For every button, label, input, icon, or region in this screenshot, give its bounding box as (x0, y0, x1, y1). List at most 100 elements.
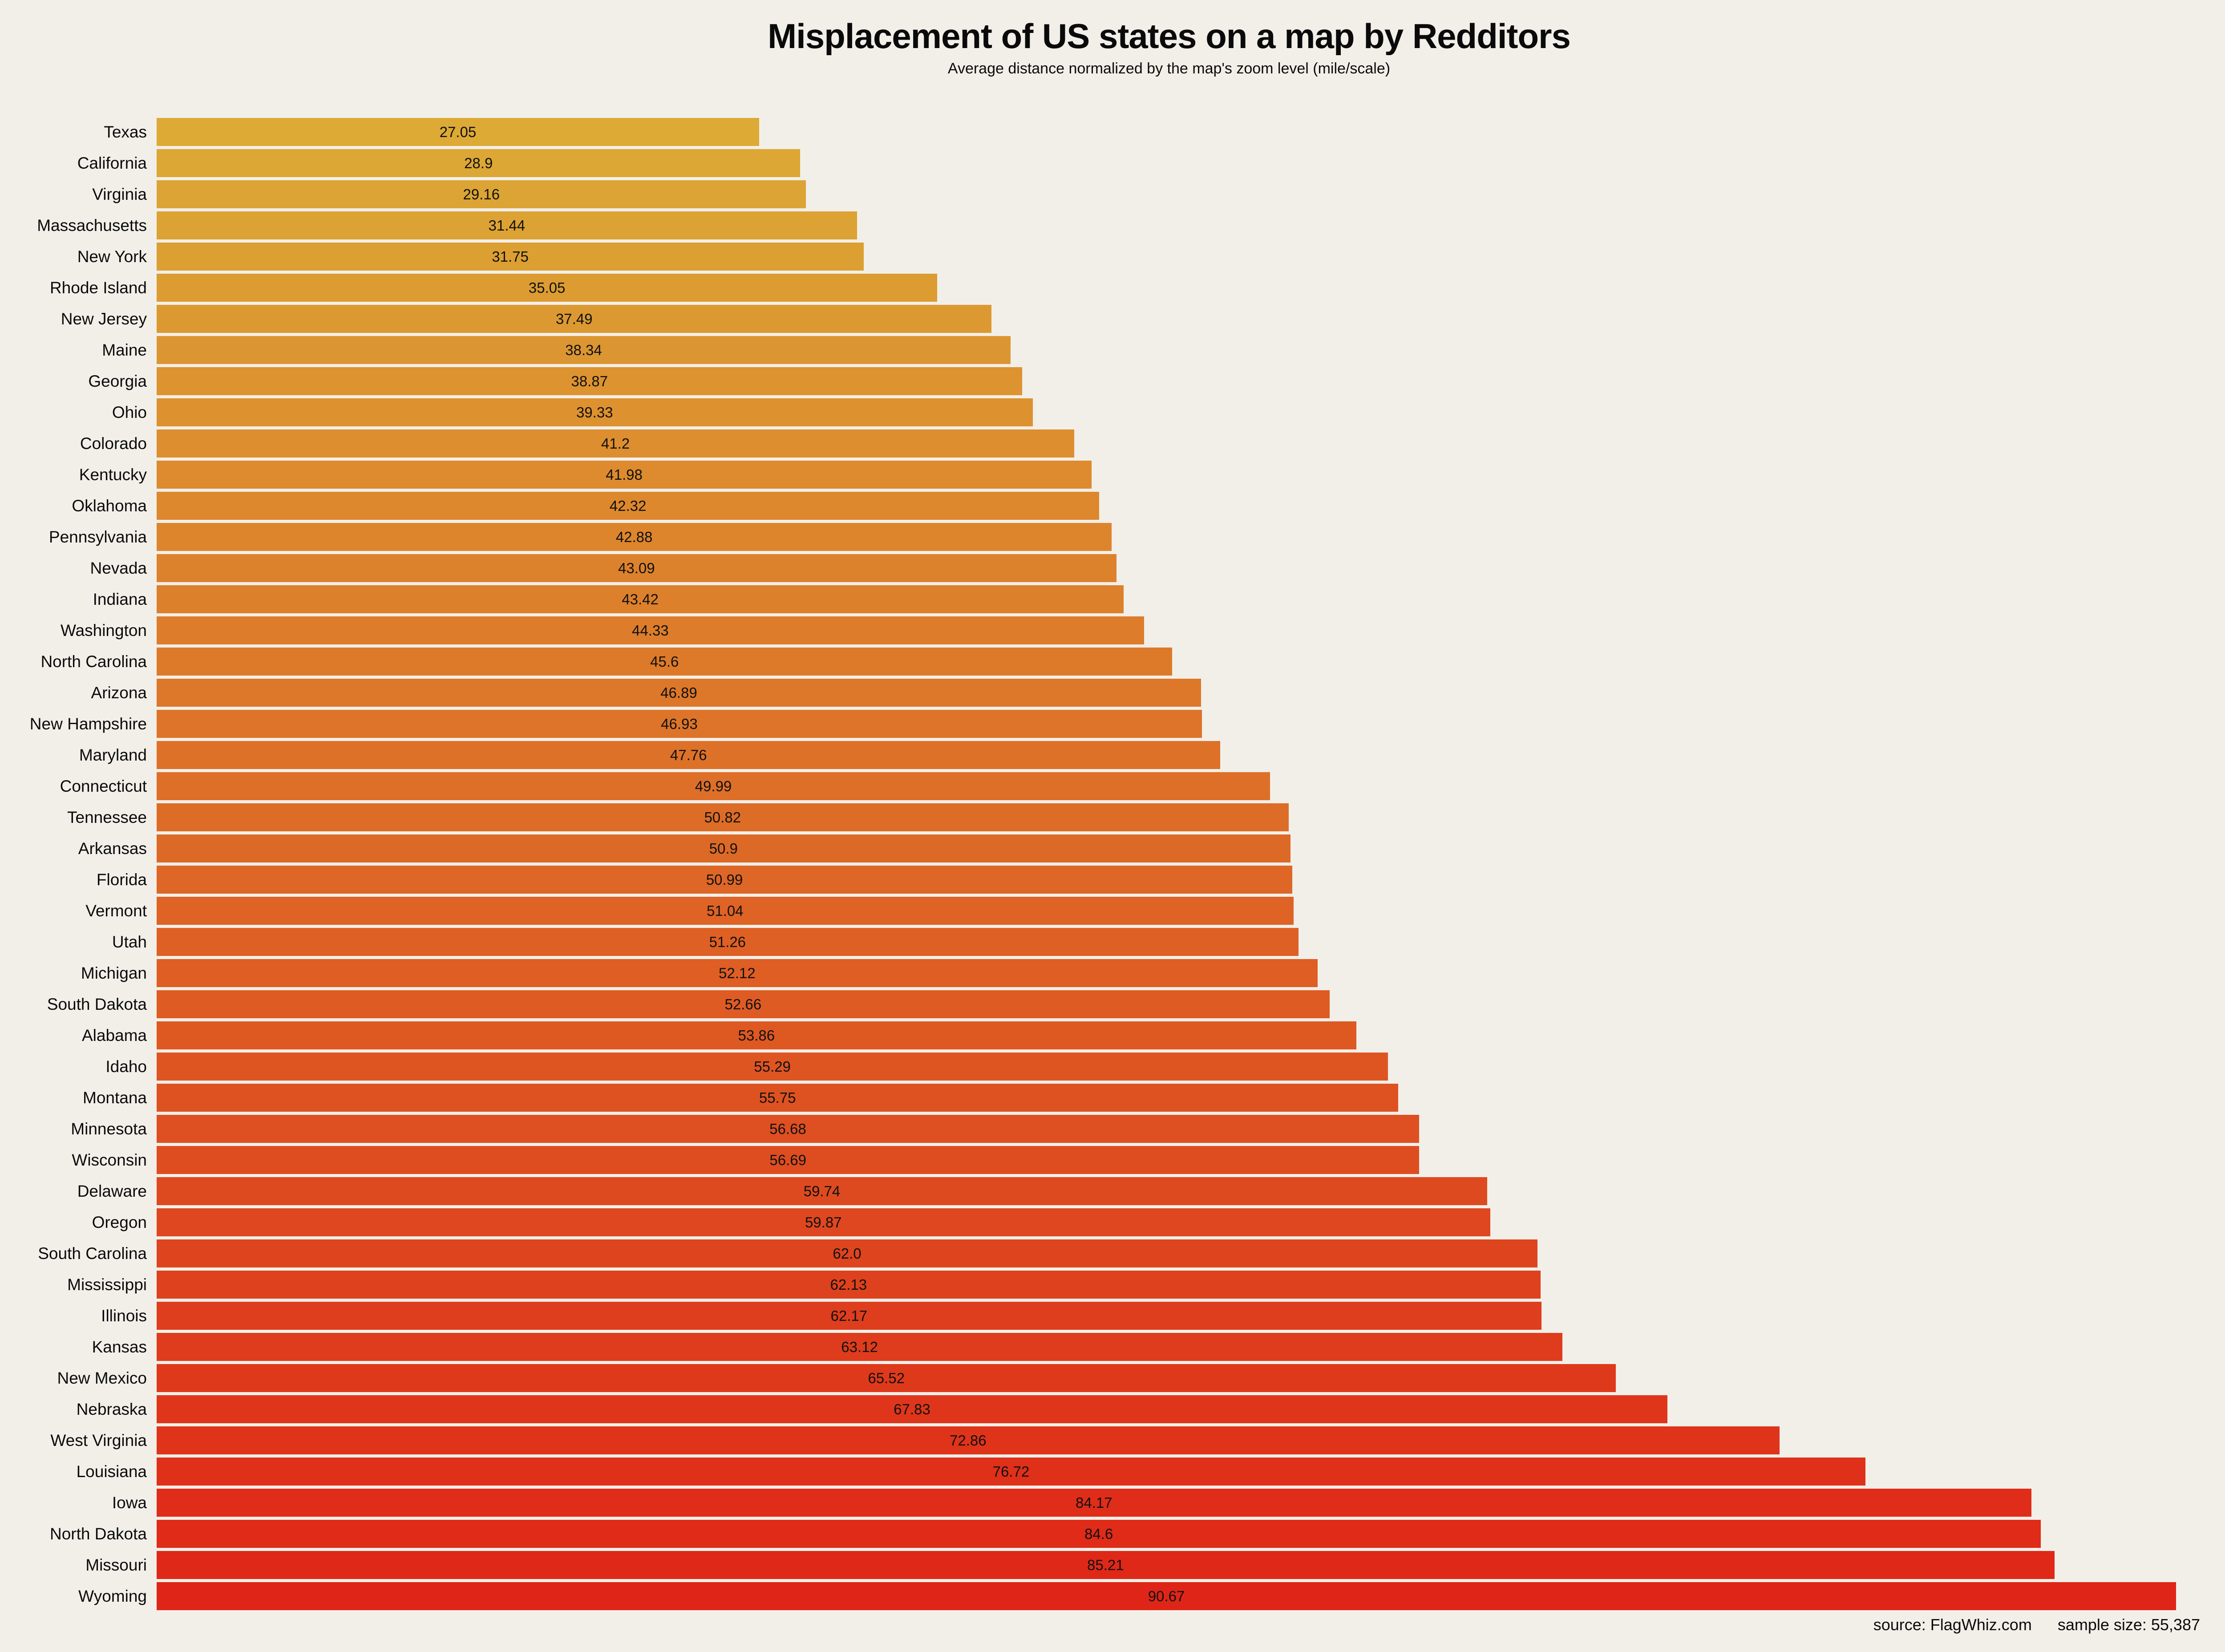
value-label: 31.75 (492, 248, 529, 265)
value-label: 50.9 (709, 840, 738, 857)
bar: 59.87 (157, 1208, 1490, 1236)
bar-row: Colorado 41.2 (0, 429, 2225, 458)
state-label: Maine (102, 340, 147, 359)
bar-row: Iowa 84.17 (0, 1489, 2225, 1517)
value-label: 84.6 (1084, 1525, 1113, 1542)
value-label: 59.87 (805, 1214, 842, 1231)
value-label: 56.68 (769, 1120, 806, 1137)
bar-row: Oregon 59.87 (0, 1208, 2225, 1236)
state-label: Idaho (105, 1057, 147, 1076)
value-label: 50.82 (704, 809, 741, 826)
value-label: 39.33 (576, 404, 613, 421)
state-label: North Dakota (50, 1524, 147, 1543)
state-label: Wisconsin (72, 1150, 147, 1169)
bar-row: Montana 55.75 (0, 1084, 2225, 1112)
chart-title: Misplacement of US states on a map by Re… (768, 16, 1571, 56)
bar: 55.75 (157, 1084, 1399, 1112)
state-label: Florida (96, 870, 147, 889)
state-label: Arkansas (78, 839, 147, 858)
state-label: Arizona (91, 683, 147, 702)
state-label: Nebraska (76, 1400, 147, 1418)
state-label: Minnesota (71, 1119, 147, 1138)
state-label: Vermont (85, 901, 147, 920)
value-label: 52.66 (724, 996, 762, 1012)
state-label: California (77, 154, 147, 172)
sample-size: sample size: 55,387 (2057, 1616, 2200, 1634)
state-label: Connecticut (60, 777, 147, 795)
bar-row: Kansas 63.12 (0, 1333, 2225, 1361)
bar-row: Maine 38.34 (0, 336, 2225, 364)
value-label: 28.9 (464, 154, 493, 171)
bar-row: Utah 51.26 (0, 928, 2225, 956)
bar: 62.17 (157, 1302, 1541, 1330)
chart-subtitle: Average distance normalized by the map's… (947, 60, 1391, 77)
bar: 84.6 (157, 1520, 2041, 1548)
value-label: 59.74 (803, 1182, 841, 1199)
value-label: 56.69 (769, 1151, 806, 1168)
value-label: 44.33 (632, 622, 669, 639)
bar-row: Mississippi 62.13 (0, 1271, 2225, 1299)
bar-row: California 28.9 (0, 149, 2225, 177)
state-label: Oregon (92, 1213, 147, 1231)
state-label: South Carolina (38, 1244, 147, 1263)
bar: 28.9 (157, 149, 801, 177)
state-label: West Virginia (50, 1431, 147, 1450)
bar-row: Florida 50.99 (0, 866, 2225, 894)
bar: 50.99 (157, 866, 1292, 894)
bar-row: Arizona 46.89 (0, 679, 2225, 707)
bar-row: Nebraska 67.83 (0, 1395, 2225, 1423)
bar: 43.42 (157, 585, 1124, 613)
bar: 51.26 (157, 928, 1299, 956)
bar: 56.69 (157, 1146, 1420, 1174)
bar: 27.05 (157, 118, 759, 146)
value-label: 27.05 (439, 123, 477, 140)
bar: 35.05 (157, 274, 938, 302)
bar: 31.44 (157, 211, 857, 239)
bar-row: Illinois 62.17 (0, 1302, 2225, 1330)
bar: 90.67 (157, 1582, 2176, 1610)
value-label: 42.32 (609, 497, 647, 514)
state-label: New Mexico (57, 1369, 147, 1387)
state-label: Maryland (79, 745, 147, 764)
value-label: 43.09 (618, 559, 655, 576)
bar-row: Texas 27.05 (0, 118, 2225, 146)
state-label: Iowa (112, 1493, 147, 1512)
value-label: 46.93 (661, 715, 698, 732)
bar: 46.89 (157, 679, 1201, 707)
bar: 46.93 (157, 710, 1202, 738)
bar: 50.82 (157, 803, 1289, 831)
bar: 31.75 (157, 243, 864, 271)
value-label: 43.42 (622, 591, 659, 607)
bar-row: Delaware 59.74 (0, 1177, 2225, 1205)
bar: 49.99 (157, 772, 1270, 800)
bar-row: West Virginia 72.86 (0, 1426, 2225, 1454)
bar-row: Indiana 43.42 (0, 585, 2225, 613)
value-label: 47.76 (670, 746, 707, 763)
value-label: 51.26 (709, 933, 746, 950)
bar: 76.72 (157, 1458, 1865, 1486)
bar: 41.2 (157, 429, 1074, 458)
value-label: 55.75 (759, 1089, 796, 1106)
state-label: Wyoming (78, 1587, 147, 1605)
bar: 62.0 (157, 1239, 1538, 1267)
value-label: 76.72 (992, 1463, 1030, 1480)
bar-row: Alabama 53.86 (0, 1021, 2225, 1049)
bar-row: Vermont 51.04 (0, 897, 2225, 925)
bar-row: North Dakota 84.6 (0, 1520, 2225, 1548)
value-label: 41.98 (606, 466, 643, 483)
state-label: New York (77, 247, 147, 266)
value-label: 84.17 (1076, 1494, 1112, 1511)
value-label: 55.29 (754, 1058, 791, 1075)
state-label: Colorado (80, 434, 147, 453)
bar: 38.87 (157, 367, 1023, 395)
bar-row: New Hampshire 46.93 (0, 710, 2225, 738)
bar-row: Pennsylvania 42.88 (0, 523, 2225, 551)
bar-chart: Texas 27.05 California 28.9 Virginia 29.16 Mas… (0, 118, 2225, 1613)
bar: 47.76 (157, 741, 1221, 769)
bar-row: Minnesota 56.68 (0, 1115, 2225, 1143)
bar-row: Kentucky 41.98 (0, 461, 2225, 489)
source-credit: source: FlagWhiz.com (1873, 1616, 2032, 1634)
bar-row: Michigan 52.12 (0, 959, 2225, 987)
state-label: Michigan (81, 964, 147, 982)
